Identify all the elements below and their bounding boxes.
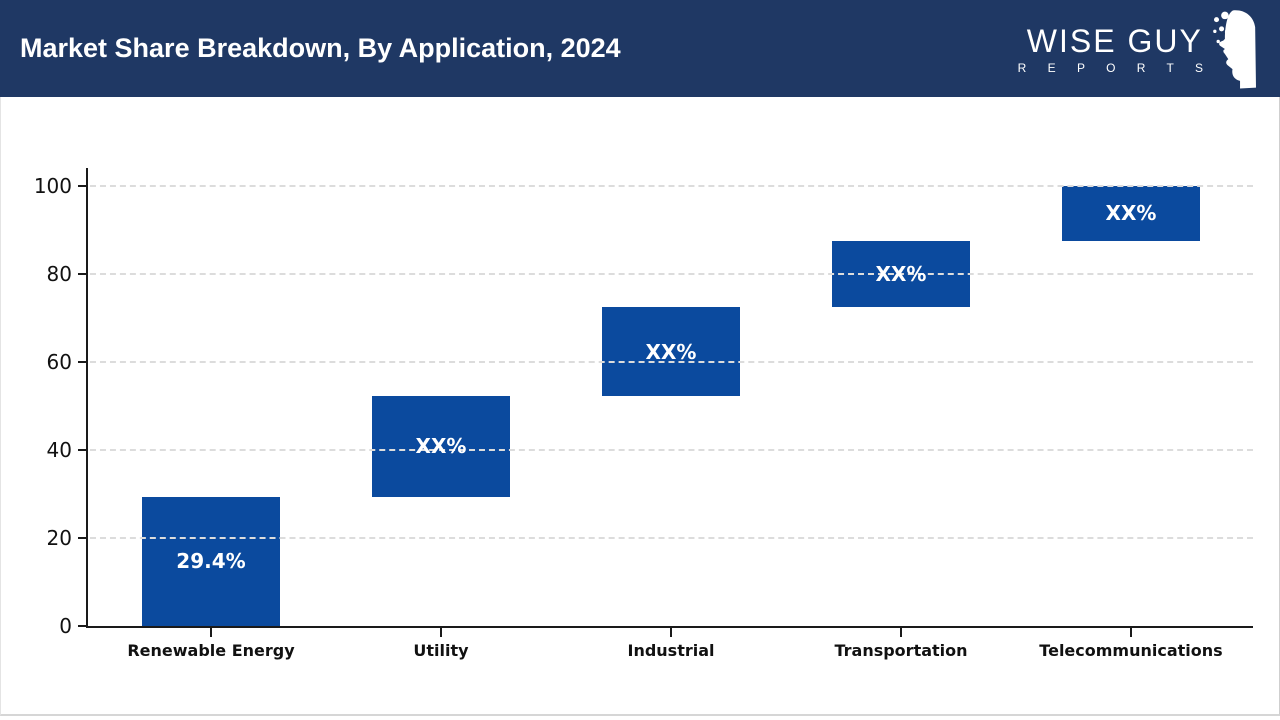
x-axis-category-label: Telecommunications <box>1039 641 1223 660</box>
y-axis-tick-label: 40 <box>46 438 72 462</box>
header-bar: Market Share Breakdown, By Application, … <box>0 0 1280 97</box>
x-axis-tick <box>900 628 902 637</box>
y-axis-tick <box>78 273 86 275</box>
x-axis-line <box>86 626 1253 628</box>
x-axis-category-label: Utility <box>413 641 469 660</box>
y-axis-tick <box>78 449 86 451</box>
x-axis-tick <box>440 628 442 637</box>
y-axis-tick <box>78 361 86 363</box>
bar-industrial <box>602 307 740 397</box>
y-axis-tick-label: 20 <box>46 526 72 550</box>
bar-value-label: XX% <box>875 261 927 286</box>
bar-value-label: XX% <box>415 434 467 459</box>
bar-telecommunications <box>1062 186 1200 241</box>
bar-value-label: 29.4% <box>176 549 246 574</box>
y-axis-tick-label: 80 <box>46 262 72 286</box>
gridline <box>90 273 1253 275</box>
x-axis-tick <box>1130 628 1132 637</box>
x-axis-category-label: Transportation <box>834 641 968 660</box>
x-axis-tick <box>210 628 212 637</box>
bar-utility <box>372 396 510 497</box>
y-axis-tick <box>78 537 86 539</box>
brand-subname: R E P O R T S <box>1017 61 1212 75</box>
y-axis-tick-label: 100 <box>33 174 72 198</box>
brand-face-icon <box>1213 10 1256 89</box>
y-axis-tick <box>78 185 86 187</box>
y-axis-tick-label: 0 <box>59 614 72 638</box>
y-axis-tick <box>78 625 86 627</box>
brand-logo-text: WISE GUY R E P O R T S <box>1018 23 1212 75</box>
brand-name: WISE GUY <box>1026 23 1203 59</box>
gridline <box>90 185 1253 187</box>
gridline <box>90 537 1253 539</box>
bar-renewable-energy <box>142 496 280 626</box>
y-axis-line <box>86 168 88 628</box>
bar-value-label: XX% <box>645 339 697 364</box>
y-axis-tick-label: 60 <box>46 350 72 374</box>
gridline <box>90 361 1253 363</box>
bar-value-label: XX% <box>1105 201 1157 226</box>
gridline <box>90 449 1253 451</box>
x-axis-category-label: Renewable Energy <box>127 641 295 660</box>
chart-title: Market Share Breakdown, By Application, … <box>20 33 621 63</box>
x-axis-tick <box>670 628 672 637</box>
brand-logo: WISE GUY R E P O R T S <box>1018 6 1272 92</box>
x-axis-category-label: Industrial <box>627 641 715 660</box>
